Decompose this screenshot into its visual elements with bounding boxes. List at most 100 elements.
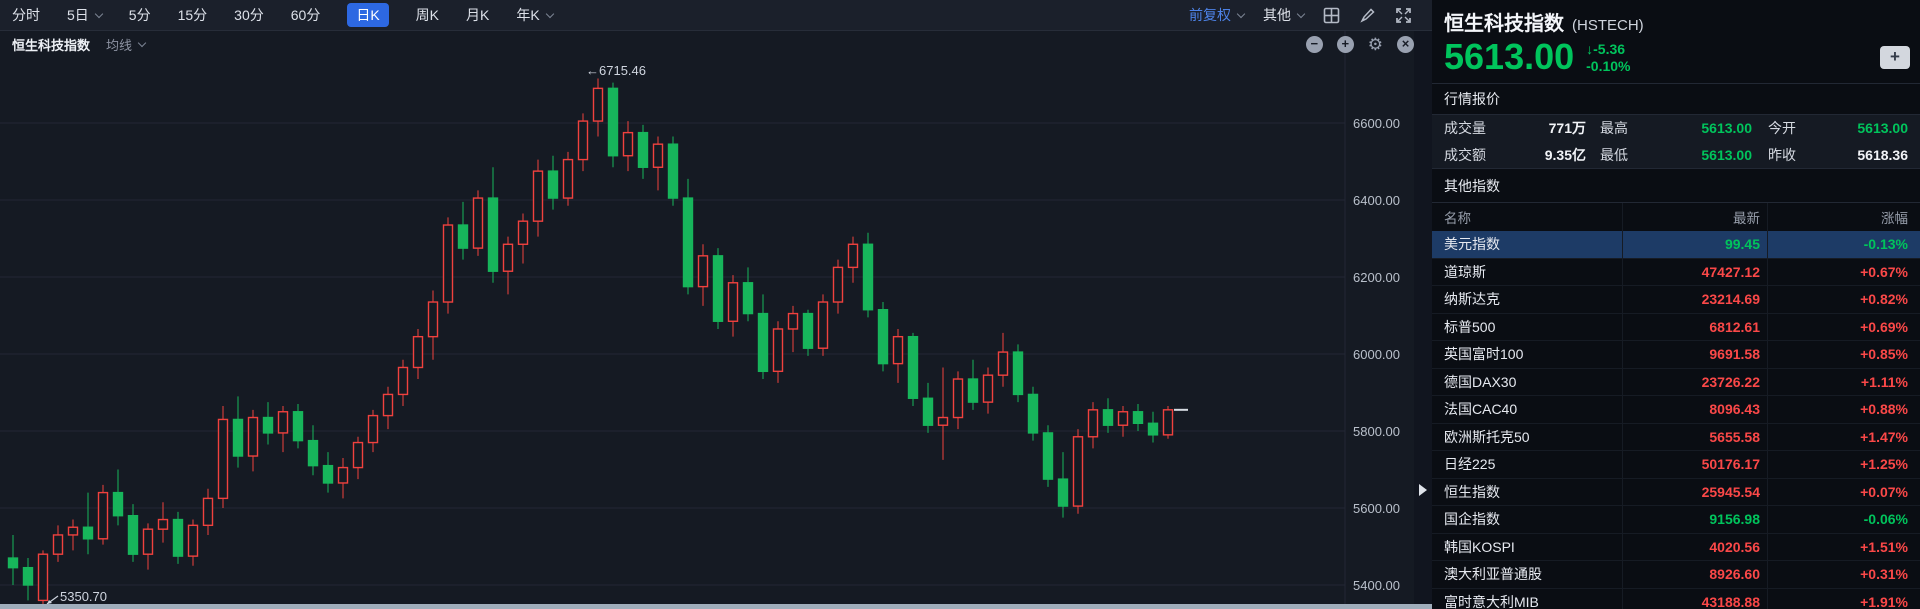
index-change: -0.06% [1863,511,1908,528]
table-header-col-name: 名称 [1444,211,1471,226]
gear-icon[interactable]: ⚙ [1367,35,1383,54]
index-last: 6812.61 [1709,318,1760,335]
chart-legend-row: 恒生科技指数 均线 − + ⚙ × [0,31,1432,58]
period-button-日K[interactable]: 日K [347,3,389,27]
index-last: 9691.58 [1709,346,1760,363]
index-last: 23214.69 [1701,291,1760,308]
ma-dropdown[interactable]: 均线 [106,35,147,54]
index-row-法国CAC40[interactable]: 法国CAC40 8096.43 +0.88% [1432,396,1920,424]
index-row-国企指数[interactable]: 国企指数 9156.98 -0.06% [1432,506,1920,534]
svg-text:←6715.46: ←6715.46 [586,63,646,78]
time-axis-scrollbar[interactable] [0,604,1432,609]
last-price: 5613.00 [1444,36,1575,77]
period-button-周K[interactable]: 周K [415,7,440,23]
table-header-col-last: 最新 [1733,211,1760,226]
quote-header: 恒生科技指数 (HSTECH) 5613.00 ↓-5.36 -0.10% + [1432,0,1920,84]
index-row-日经225[interactable]: 日经225 50176.17 +1.25% [1432,451,1920,479]
period-button-15分[interactable]: 15分 [177,7,208,23]
index-last: 25945.54 [1701,483,1760,500]
period-button-30分[interactable]: 30分 [234,7,264,23]
instrument-symbol: (HSTECH) [1572,17,1644,34]
quote-value: 5613.00 [1701,146,1752,163]
quote-value: 5613.00 [1701,120,1752,137]
price-change: ↓-5.36 [1586,40,1626,57]
index-last: 9156.98 [1709,511,1760,528]
quote-label: 昨收 [1768,146,1796,163]
chevron-down-icon [1236,9,1246,18]
svg-text:6600.00: 6600.00 [1353,116,1400,131]
index-row-富时意大利MIB[interactable]: 富时意大利MIB 43188.88 +1.91% [1432,589,1920,609]
zoom-in-icon[interactable]: + [1336,36,1354,53]
quote-value: 5613.00 [1857,120,1908,137]
index-row-道琼斯[interactable]: 道琼斯 47427.12 +0.67% [1432,259,1920,286]
table-header-col-chg: 涨幅 [1881,211,1908,226]
candlestick-chart[interactable]: 6600.00 6400.00 6200.00 6000.00 5800.00 5600.… [0,0,1432,609]
quote-value: 771万 [1548,120,1586,137]
index-change: +1.25% [1860,456,1908,473]
index-row-标普500[interactable]: 标普500 6812.61 +0.69% [1432,314,1920,341]
index-name: 恒生指数 [1444,483,1500,500]
index-name: 纳斯达克 [1444,291,1500,308]
index-change: +0.31% [1860,566,1908,583]
svg-text:5350.70: 5350.70 [60,589,107,604]
zoom-out-icon[interactable]: − [1305,36,1323,53]
period-button-5分[interactable]: 5分 [128,7,151,23]
quote-panel: 恒生科技指数 (HSTECH) 5613.00 ↓-5.36 -0.10% + … [1432,0,1920,609]
index-name: 标普500 [1444,318,1496,335]
more-dropdown[interactable]: 其他 [1263,5,1306,25]
index-change: +0.67% [1860,263,1908,280]
index-name: 欧洲斯托克50 [1444,428,1530,445]
column-divider [1622,203,1623,609]
index-row-韩国KOSPI[interactable]: 韩国KOSPI 4020.56 +1.51% [1432,534,1920,561]
index-last: 5655.58 [1709,428,1760,445]
panel-collapse-handle[interactable] [1419,484,1427,496]
quote-row: 成交额 9.35亿 最低 5613.00 昨收 5618.36 [1432,142,1920,169]
adjust-dropdown[interactable]: 前复权 [1189,5,1246,25]
period-button-60分[interactable]: 60分 [290,7,321,23]
layout-grid-icon[interactable] [1323,7,1340,24]
index-name: 澳大利亚普通股 [1444,566,1542,583]
index-row-德国DAX30[interactable]: 德国DAX30 23726.22 +1.11% [1432,369,1920,396]
index-last: 99.45 [1724,236,1760,253]
quote-grid: 成交量 771万 最高 5613.00 今开 5613.00 成交额 9.35亿 最低 5613.… [1432,115,1920,168]
index-row-澳大利亚普通股[interactable]: 澳大利亚普通股 8926.60 +0.31% [1432,561,1920,589]
period-button-5日[interactable]: 5日 [67,5,104,25]
index-name: 韩国KOSPI [1444,538,1515,555]
indices-table: 美元指数 99.45 -0.13% 道琼斯 47427.12 +0.67% 纳斯达克 2321… [1432,203,1920,609]
chevron-down-icon [1296,9,1306,18]
quote-label: 最高 [1600,120,1628,137]
chevron-down-icon [137,38,147,48]
index-name: 德国DAX30 [1444,373,1517,390]
quote-value: 9.35亿 [1544,146,1586,163]
indices-section-header: 其他指数 [1432,168,1920,203]
svg-text:5400.00: 5400.00 [1353,578,1400,593]
index-row-纳斯达克[interactable]: 纳斯达克 23214.69 +0.82% [1432,286,1920,314]
index-row-英国富时100[interactable]: 英国富时100 9691.58 +0.85% [1432,341,1920,369]
more-label: 其他 [1263,7,1291,23]
index-last: 8926.60 [1709,566,1760,583]
close-icon[interactable]: × [1397,36,1414,53]
period-button-年K[interactable]: 年K [516,5,554,25]
fullscreen-icon[interactable] [1395,7,1412,24]
index-row-恒生指数[interactable]: 恒生指数 25945.54 +0.07% [1432,479,1920,506]
index-last: 8096.43 [1709,401,1760,418]
instrument-name: 恒生科技指数 [1444,13,1564,35]
ma-label: 均线 [106,38,133,53]
chart-right-gutter [1414,31,1432,604]
period-buttons: 分时 5日 5分 15分 30分 60分 日K 周K 月K 年K [12,3,554,27]
index-change: +0.69% [1860,318,1908,335]
svg-text:6200.00: 6200.00 [1353,270,1400,285]
index-name: 法国CAC40 [1444,401,1518,418]
quote-row: 成交量 771万 最高 5613.00 今开 5613.00 [1432,115,1920,142]
indices-table-header: 名称 最新 涨幅 [1432,203,1920,231]
draw-brush-icon[interactable] [1359,7,1376,24]
quote-label: 成交额 [1444,146,1486,163]
index-last: 47427.12 [1701,263,1760,280]
index-row-美元指数[interactable]: 美元指数 99.45 -0.13% [1432,231,1920,259]
period-button-月K[interactable]: 月K [466,7,490,23]
period-button-分时[interactable]: 分时 [12,7,40,23]
index-last: 23726.22 [1701,373,1760,390]
index-change: +1.11% [1860,373,1908,390]
add-to-watchlist-button[interactable]: + [1880,46,1910,69]
index-row-欧洲斯托克50[interactable]: 欧洲斯托克50 5655.58 +1.47% [1432,424,1920,451]
